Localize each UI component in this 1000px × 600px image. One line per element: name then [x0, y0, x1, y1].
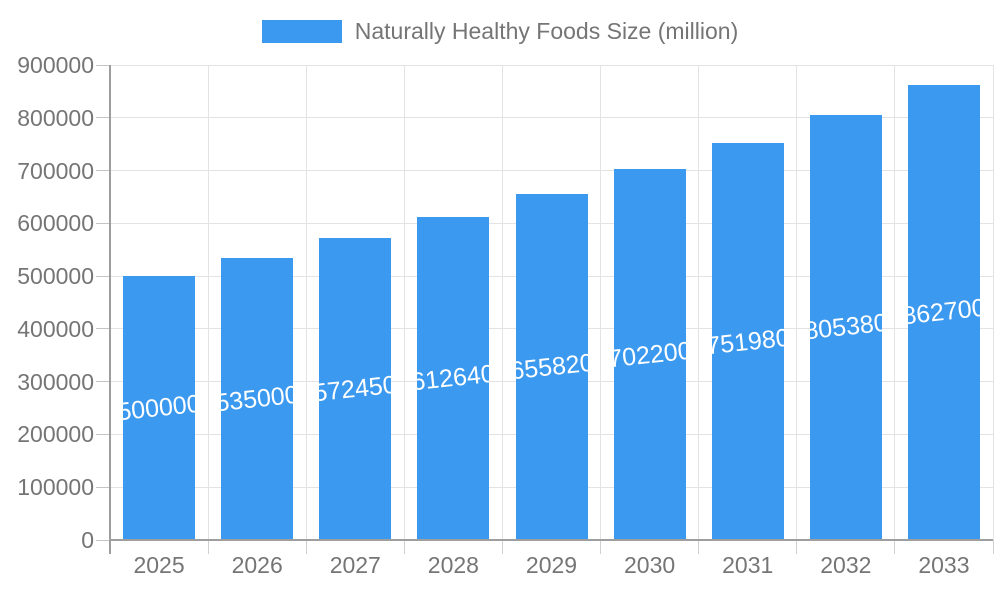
x-axis-label: 2029 — [525, 552, 578, 578]
x-axis-line — [110, 539, 993, 541]
bar-value-label: 862700 — [907, 294, 980, 331]
bar-2032: 805380 — [809, 114, 882, 540]
bar-value-label: 751980 — [711, 323, 784, 360]
x-axis-tick — [501, 540, 503, 554]
x-axis-label: 2028 — [427, 552, 479, 578]
y-axis-label: 500000 — [17, 263, 94, 290]
y-axis-label: 0 — [81, 527, 94, 553]
y-axis-label: 300000 — [17, 368, 94, 395]
x-axis-tick — [698, 540, 700, 554]
y-axis-tick — [96, 539, 110, 541]
gridline-vertical — [992, 65, 994, 540]
bar-value-label: 702200 — [613, 336, 686, 373]
bar-value-label: 805380 — [809, 309, 882, 346]
y-axis-tick — [96, 381, 110, 383]
y-axis-line — [109, 65, 111, 554]
gridline-vertical — [600, 65, 602, 540]
bar-2026: 535000 — [221, 257, 294, 540]
gridline-vertical — [403, 65, 405, 540]
bar-2025: 500000 — [123, 276, 196, 540]
x-axis-label: 2032 — [820, 552, 872, 578]
gridline-vertical — [796, 65, 798, 540]
y-axis-tick — [96, 328, 110, 330]
bar-2028: 612640 — [417, 216, 490, 540]
bar-value-label: 535000 — [221, 380, 294, 418]
y-axis-label: 800000 — [17, 104, 94, 131]
x-axis-tick — [305, 540, 307, 554]
legend: Naturally Healthy Foods Size (million) — [0, 18, 1000, 45]
gridline-vertical — [698, 65, 700, 540]
gridline-vertical — [501, 65, 503, 540]
bar-2030: 702200 — [613, 169, 686, 540]
x-axis-label: 2030 — [624, 552, 676, 578]
x-axis-tick — [207, 540, 209, 554]
bar-2031: 751980 — [711, 143, 784, 540]
y-axis-label: 600000 — [17, 210, 94, 237]
x-axis-tick — [403, 540, 405, 554]
y-axis-tick — [96, 486, 110, 488]
y-axis-tick — [96, 222, 110, 224]
x-axis-tick — [796, 540, 798, 554]
y-axis-label: 700000 — [17, 157, 94, 184]
y-axis-label: 900000 — [17, 52, 94, 78]
bar-2033: 862700 — [907, 84, 980, 540]
y-axis-tick — [96, 170, 110, 172]
y-axis-label: 200000 — [17, 421, 94, 448]
x-axis-label: 2031 — [722, 552, 774, 578]
x-axis-label: 2033 — [918, 552, 970, 578]
x-axis-label: 2026 — [231, 552, 283, 578]
gridline-vertical — [207, 65, 209, 540]
gridline-vertical — [894, 65, 896, 540]
gridline-horizontal — [110, 64, 993, 66]
y-axis-label: 100000 — [17, 474, 94, 501]
bar-value-label: 500000 — [123, 389, 196, 427]
legend-swatch — [261, 20, 342, 43]
y-axis-tick — [96, 433, 110, 435]
x-axis-tick — [600, 540, 602, 554]
y-axis-label: 400000 — [17, 315, 94, 342]
legend-label: Naturally Healthy Foods Size (million) — [354, 18, 739, 44]
y-axis-tick — [96, 64, 110, 66]
bar-2029: 655820 — [515, 193, 588, 540]
gridline-vertical — [305, 65, 307, 540]
bar-value-label: 572450 — [319, 370, 392, 408]
bar-value-label: 612640 — [417, 360, 490, 397]
bar-value-label: 655820 — [515, 348, 588, 386]
bar-2027: 572450 — [319, 237, 392, 540]
gridline-horizontal — [110, 117, 993, 119]
y-axis-tick — [96, 117, 110, 119]
x-axis-tick — [894, 540, 896, 554]
y-axis-tick — [96, 275, 110, 277]
x-axis-tick — [992, 540, 994, 554]
gridline-horizontal — [110, 170, 993, 172]
x-axis-label: 2027 — [329, 552, 381, 578]
x-axis-label: 2025 — [133, 552, 185, 578]
